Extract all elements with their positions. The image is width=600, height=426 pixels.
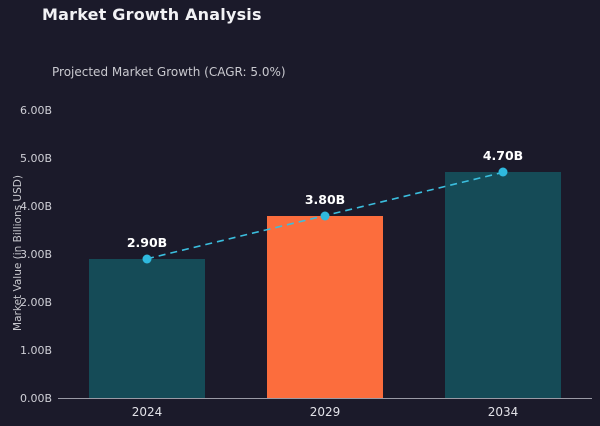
y-tick-label: 6.00B [19, 104, 52, 117]
y-tick-label: 4.00B [19, 200, 52, 213]
y-tick-label: 0.00B [19, 392, 52, 405]
bar-value-label: 3.80B [304, 191, 346, 207]
y-tick-label: 5.00B [19, 152, 52, 165]
data-point-marker [320, 211, 330, 221]
y-tick-label: 3.00B [19, 248, 52, 261]
plot-area: 2.90B 2024 3.80B 2029 4.70B 2034 [58, 110, 592, 419]
bar-value-label: 4.70B [482, 148, 524, 164]
y-tick-label: 1.00B [19, 344, 52, 357]
y-tick-label: 2.00B [19, 296, 52, 309]
bar-2024 [89, 258, 205, 398]
bar-2034 [445, 172, 561, 398]
bar-value-label: 2.90B [126, 234, 168, 250]
x-tick-label: 2034 [487, 405, 519, 419]
x-tick-label: 2024 [131, 405, 163, 419]
x-tick-label: 2029 [309, 405, 341, 419]
data-point-marker [142, 254, 152, 264]
data-point-marker [498, 167, 508, 177]
bar-2029 [267, 215, 383, 398]
page-title: Market Growth Analysis [42, 5, 262, 24]
chart-subtitle: Projected Market Growth (CAGR: 5.0%) [52, 65, 286, 79]
